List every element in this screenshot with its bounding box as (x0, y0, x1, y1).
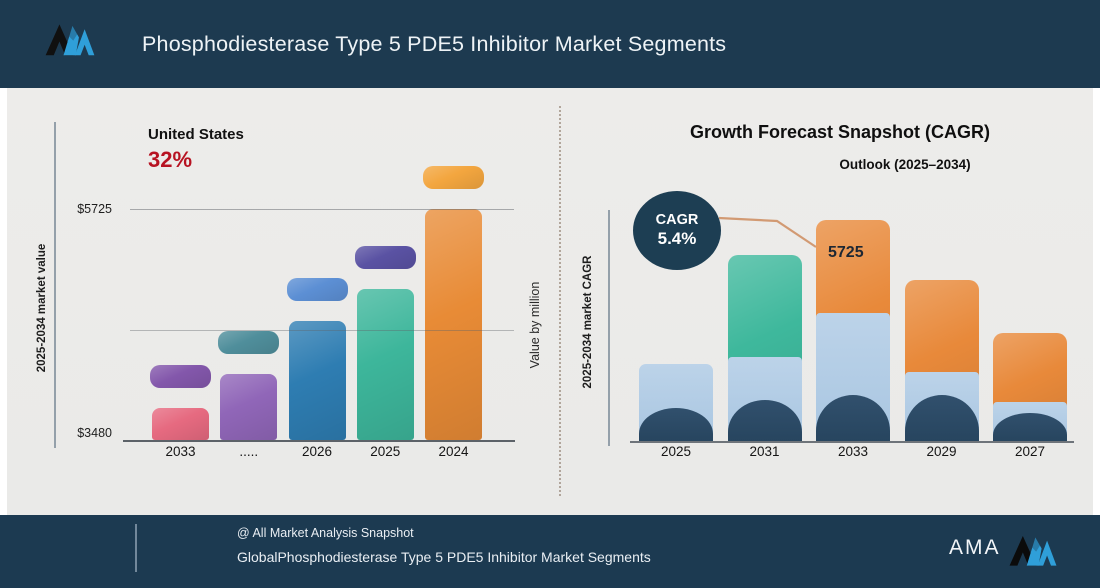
left-xlabel-2024: 2024 (438, 444, 469, 459)
right-xlabel-2033: 2033 (837, 444, 869, 459)
cagr-badge-value: 5.4% (657, 229, 697, 248)
bar-cap-2025 (354, 245, 416, 269)
right-xlabel-2029: 2029 (926, 444, 957, 459)
footer-ama-logo-icon (1009, 535, 1057, 566)
segment-base-2027 (993, 413, 1067, 441)
right-x-axis (630, 441, 1074, 443)
panel-divider (559, 106, 561, 496)
left-chart-title: United States (148, 126, 244, 143)
page-title: Phosphodiesterase Type 5 PDE5 Inhibitor … (142, 31, 727, 56)
left-gridline-top (130, 209, 514, 210)
left-xlabel-2025: 2025 (370, 444, 401, 459)
footer-line1: @ All Market Analysis Snapshot (237, 526, 414, 540)
right-xlabel-2031: 2031 (749, 444, 780, 459)
footer-bar: @ All Market Analysis Snapshot GlobalPho… (0, 515, 1100, 588)
bar-2025 (356, 288, 414, 440)
bar-2024 (425, 209, 482, 440)
left-x-axis (123, 440, 515, 442)
bar-2026 (288, 320, 346, 440)
bar-cap-2033 (150, 365, 211, 389)
right-bar-annotation: 5725 (828, 244, 864, 261)
bar-cap-2026 (286, 277, 348, 301)
segment-base-2031 (727, 400, 802, 441)
footer-divider (135, 524, 137, 572)
left-xlabel-.....: ..... (239, 444, 259, 459)
left-y-axis (54, 122, 56, 448)
cagr-badge-label: CAGR (655, 212, 699, 228)
footer-text-block: @ All Market Analysis Snapshot GlobalPho… (237, 525, 651, 565)
bar-cap-..... (218, 331, 280, 355)
right-xlabel-2025: 2025 (660, 444, 692, 459)
right-chart-title: Growth Forecast Snapshot (CAGR) (689, 122, 990, 142)
left-xlabel-2026: 2026 (301, 444, 333, 459)
left-y-axis-label: 2025-2034 market value (36, 243, 48, 373)
right-chart-subtitle: Outlook (2025–2034) (839, 157, 971, 172)
left-ytick-5725: $5725 (77, 202, 112, 216)
ama-logo-icon (45, 24, 95, 56)
left-gridline-mid (130, 330, 514, 331)
footer-brand-text: AMA (949, 536, 1001, 559)
left-xlabel-2033: 2033 (165, 444, 196, 459)
left-ytick-3480: $3480 (77, 426, 112, 440)
cagr-badge: CAGR 5.4% (633, 191, 721, 270)
left-right-side-label: Value by million (528, 281, 542, 369)
right-y-axis-label: 2025-2034 market CAGR (582, 255, 594, 389)
left-chart-highlight: 32% (148, 147, 193, 172)
right-xlabel-2027: 2027 (1014, 444, 1046, 459)
right-y-axis (608, 210, 610, 446)
bar-2033 (152, 408, 209, 440)
header-bar: Phosphodiesterase Type 5 PDE5 Inhibitor … (0, 0, 1100, 88)
bar-cap-2024 (423, 166, 484, 189)
bar-..... (220, 374, 278, 440)
footer-line2: GlobalPhosphodiesterase Type 5 PDE5 Inhi… (237, 549, 651, 565)
